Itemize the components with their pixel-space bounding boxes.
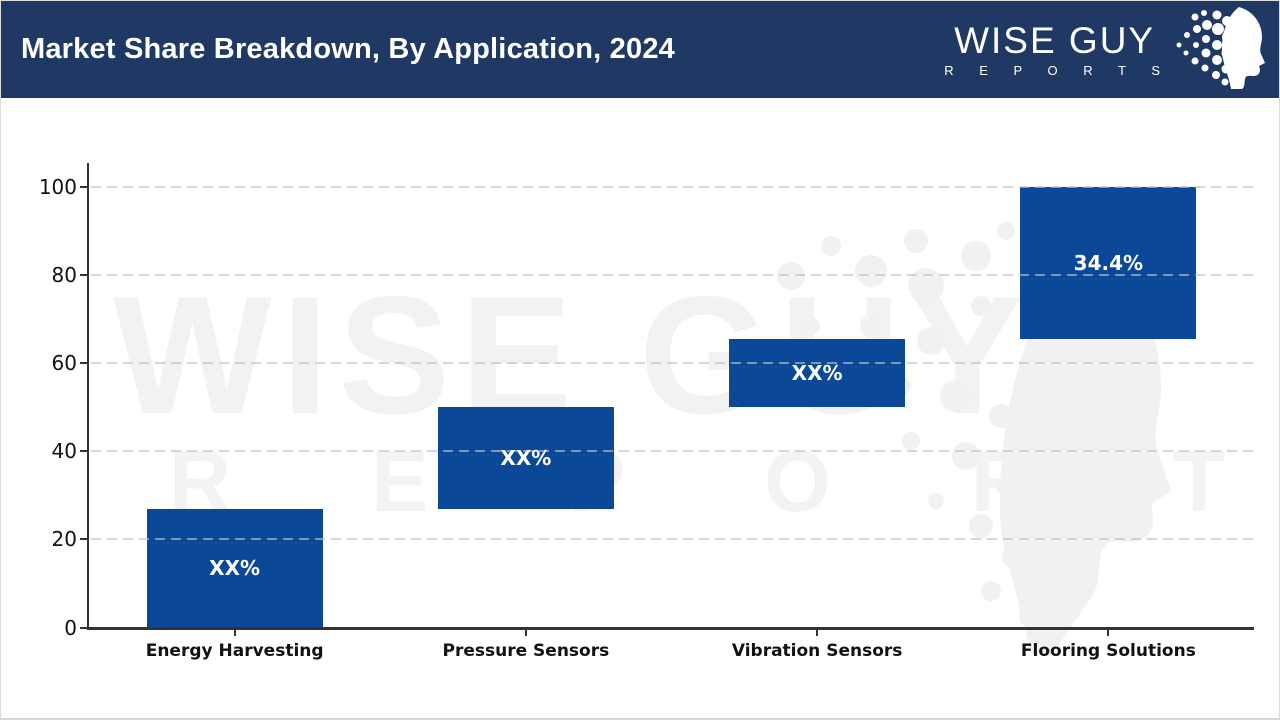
x-axis-line: [87, 626, 1254, 630]
y-axis-tick-mark: [80, 626, 88, 629]
x-category-label-vibration-sensors: Vibration Sensors: [731, 640, 903, 661]
bar-pressure-sensors: [437, 406, 614, 509]
gridline-100: [91, 186, 1254, 188]
brand-name: WISE GUY: [954, 19, 1156, 61]
x-axis-tick-mark: [233, 629, 236, 636]
x-category-label-pressure-sensors: Pressure Sensors: [442, 640, 610, 661]
y-axis-tick-mark: [80, 362, 88, 365]
gridline-40: [91, 450, 1254, 453]
gridline-20: [91, 538, 1254, 541]
y-axis-tick-mark: [80, 538, 88, 541]
y-axis-tick-label: 0: [64, 615, 77, 640]
x-category-label-energy-harvesting: Energy Harvesting: [145, 640, 324, 661]
y-axis-tick-label: 20: [51, 527, 77, 552]
y-axis-tick-mark: [80, 274, 88, 277]
header-bar: Market Share Breakdown, By Application, …: [1, 1, 1279, 98]
y-axis-tick-mark: [80, 450, 88, 453]
gridline-80: [91, 274, 1254, 277]
bar-value-label: XX%: [209, 556, 261, 581]
x-category-label-flooring-solutions: Flooring Solutions: [1020, 640, 1196, 661]
y-axis-tick-label: 80: [51, 263, 77, 288]
dotted-face-profile-icon: [1173, 5, 1265, 95]
bar-energy-harvesting: [146, 509, 323, 628]
x-axis-tick-mark: [1107, 629, 1110, 636]
y-axis-tick-label: 100: [38, 175, 77, 199]
x-axis-tick-mark: [816, 629, 819, 636]
page-title: Market Share Breakdown, By Application, …: [21, 33, 675, 65]
brand-logo-text: WISE GUY R E P O R T S: [938, 22, 1171, 78]
brand-subtitle: R E P O R T S: [944, 62, 1171, 78]
bar-value-label: 34.4%: [1073, 250, 1144, 275]
y-axis-line: [87, 163, 89, 630]
brand-logo: WISE GUY R E P O R T S: [938, 5, 1265, 95]
y-axis-tick-label: 40: [51, 439, 77, 464]
bar-value-label: XX%: [500, 445, 552, 470]
gridline-60: [91, 362, 1254, 365]
x-axis-tick-mark: [524, 629, 527, 636]
y-axis-tick-label: 60: [51, 351, 77, 376]
bar-value-label: XX%: [791, 360, 843, 385]
y-axis-tick-mark: [80, 186, 88, 188]
